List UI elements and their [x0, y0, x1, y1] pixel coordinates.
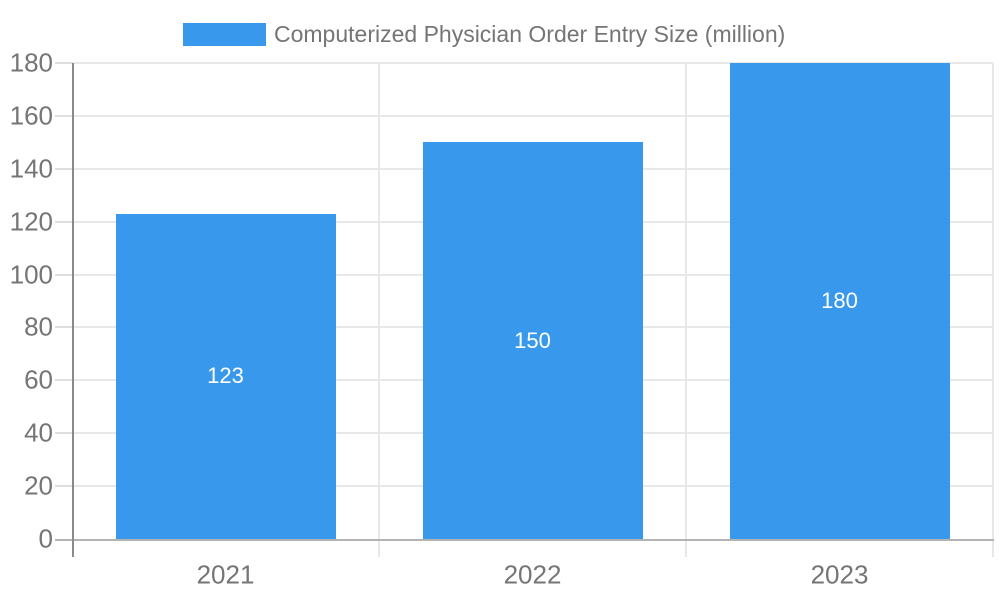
- y-axis-tick: [55, 485, 72, 488]
- x-tick-label: 2021: [196, 559, 255, 590]
- gridline-vertical: [378, 63, 380, 557]
- y-tick-label: 40: [24, 417, 53, 448]
- x-axis-line: [55, 539, 994, 541]
- y-tick-label: 100: [9, 259, 53, 290]
- legend-label: Computerized Physician Order Entry Size …: [274, 21, 786, 47]
- y-tick-label: 60: [24, 364, 53, 395]
- bar-value-label: 180: [821, 288, 858, 313]
- y-tick-label: 180: [9, 47, 53, 78]
- bar: [729, 63, 950, 539]
- x-tick-label: 2022: [503, 559, 562, 590]
- y-tick-label: 20: [24, 470, 53, 501]
- gridline-horizontal: [72, 62, 993, 64]
- y-tick-label: 120: [9, 206, 53, 237]
- bar: [115, 213, 336, 539]
- plot-area: 0 20 40 60 80 100 120 140 160 180 123 150 180 2021 202…: [10, 48, 994, 590]
- y-tick-label: 140: [9, 153, 53, 184]
- bar-value-label: 123: [207, 363, 244, 389]
- gridline-vertical: [685, 63, 687, 557]
- y-tick-label: 160: [9, 100, 53, 131]
- legend-item[interactable]: Computerized Physician Order Entry Size …: [183, 21, 785, 48]
- y-axis-tick: [55, 220, 72, 223]
- y-axis-line: [72, 63, 74, 557]
- y-tick-label: 80: [24, 311, 53, 342]
- gridline-horizontal: [72, 114, 993, 117]
- bar-value-label: 150: [514, 327, 551, 353]
- y-axis-tick: [55, 167, 72, 170]
- y-axis-tick: [55, 326, 72, 329]
- legend-swatch-icon: [183, 23, 266, 46]
- x-tick-label: 2023: [810, 559, 869, 590]
- bar: [422, 142, 643, 539]
- y-axis-tick: [55, 114, 72, 117]
- y-axis-tick: [55, 432, 72, 435]
- gridline-vertical: [992, 63, 994, 557]
- y-axis-tick: [55, 62, 72, 64]
- y-axis-tick: [55, 273, 72, 276]
- y-axis-tick: [55, 379, 72, 382]
- y-tick-label: 0: [38, 523, 53, 554]
